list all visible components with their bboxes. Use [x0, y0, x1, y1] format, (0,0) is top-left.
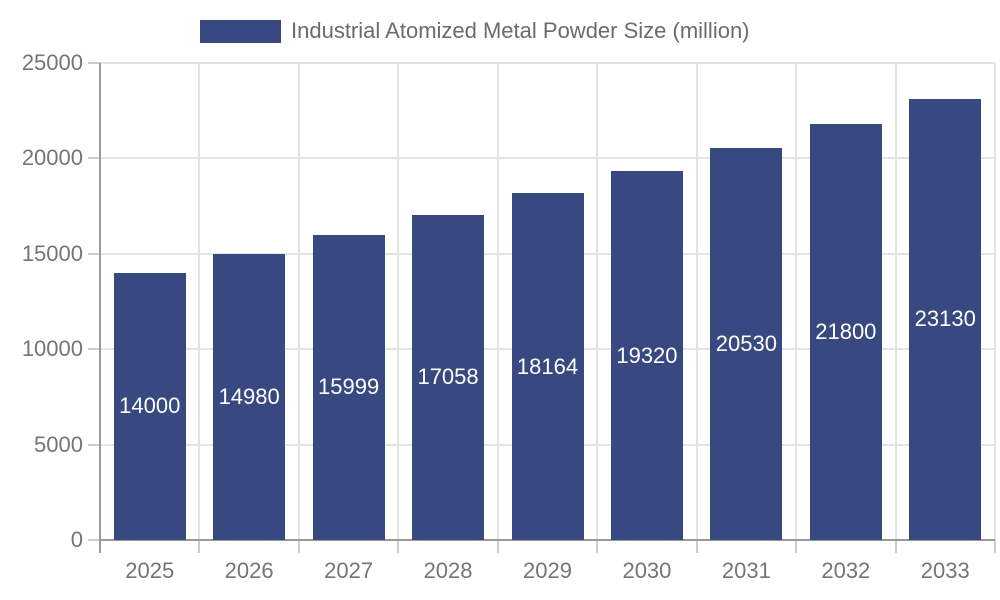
y-tick-mark [88, 348, 100, 351]
y-tick-mark [88, 157, 100, 160]
bar-2030[interactable] [610, 171, 683, 540]
x-tick-label: 2033 [920, 558, 970, 583]
x-tick-label: 2027 [324, 558, 374, 583]
v-gridline [397, 63, 400, 540]
bar-value-label: 19320 [616, 342, 678, 368]
x-tick-mark [397, 540, 400, 553]
x-tick-label: 2028 [423, 558, 473, 583]
bar-2025[interactable] [113, 272, 186, 540]
x-tick-mark [297, 540, 300, 553]
x-tick-mark [695, 540, 698, 553]
v-gridline [596, 63, 599, 540]
x-tick-mark [894, 540, 897, 553]
y-tick-label: 15000 [21, 240, 83, 266]
h-gridline [100, 157, 995, 160]
bar-2029[interactable] [511, 193, 584, 540]
y-tick-label: 20000 [21, 145, 83, 171]
bar-2026[interactable] [213, 254, 286, 540]
bar-value-label: 17058 [417, 364, 479, 390]
y-tick-label: 5000 [34, 431, 83, 457]
bar-value-label: 14000 [119, 393, 181, 419]
y-tick-mark [88, 252, 100, 255]
x-tick-mark [198, 540, 201, 553]
v-gridline [994, 63, 996, 540]
y-tick-label: 0 [70, 527, 83, 552]
x-tick-label: 2030 [622, 558, 672, 583]
v-gridline [297, 63, 300, 540]
bar-value-label: 20530 [715, 331, 777, 357]
legend-item[interactable]: Industrial Atomized Metal Powder Size (m… [200, 16, 750, 46]
y-tick-mark [88, 539, 100, 541]
legend-label: Industrial Atomized Metal Powder Size (m… [291, 18, 750, 43]
v-gridline [695, 63, 698, 540]
y-tick-label: 10000 [21, 336, 83, 362]
x-axis-line [100, 539, 995, 541]
v-gridline [795, 63, 798, 540]
bar-value-label: 18164 [516, 353, 579, 379]
y-axis-line [99, 63, 101, 553]
bar-value-label: 15999 [318, 374, 380, 400]
x-tick-label: 2029 [523, 558, 572, 583]
bar-2032[interactable] [809, 124, 882, 540]
x-tick-mark [596, 540, 599, 553]
y-tick-mark [88, 443, 100, 446]
bar-2027[interactable] [312, 234, 385, 540]
x-tick-label: 2025 [125, 558, 175, 583]
legend-swatch [200, 19, 281, 43]
x-tick-label: 2026 [224, 558, 274, 583]
x-tick-mark [795, 540, 798, 553]
v-gridline [496, 63, 499, 540]
bar-2031[interactable] [710, 148, 783, 540]
y-tick-mark [88, 62, 100, 64]
bar-value-label: 14980 [218, 384, 280, 410]
x-tick-mark [496, 540, 499, 553]
y-tick-label: 25000 [21, 50, 83, 75]
bar-value-label: 23130 [914, 306, 976, 332]
v-gridline [198, 63, 201, 540]
bar-2033[interactable] [909, 98, 982, 540]
h-gridline [100, 62, 995, 64]
x-tick-mark [994, 540, 996, 553]
bar-value-label: 21800 [815, 319, 877, 345]
v-gridline [894, 63, 897, 540]
bar-2028[interactable] [412, 214, 485, 540]
x-tick-label: 2031 [721, 558, 771, 583]
x-tick-label: 2032 [821, 558, 871, 583]
